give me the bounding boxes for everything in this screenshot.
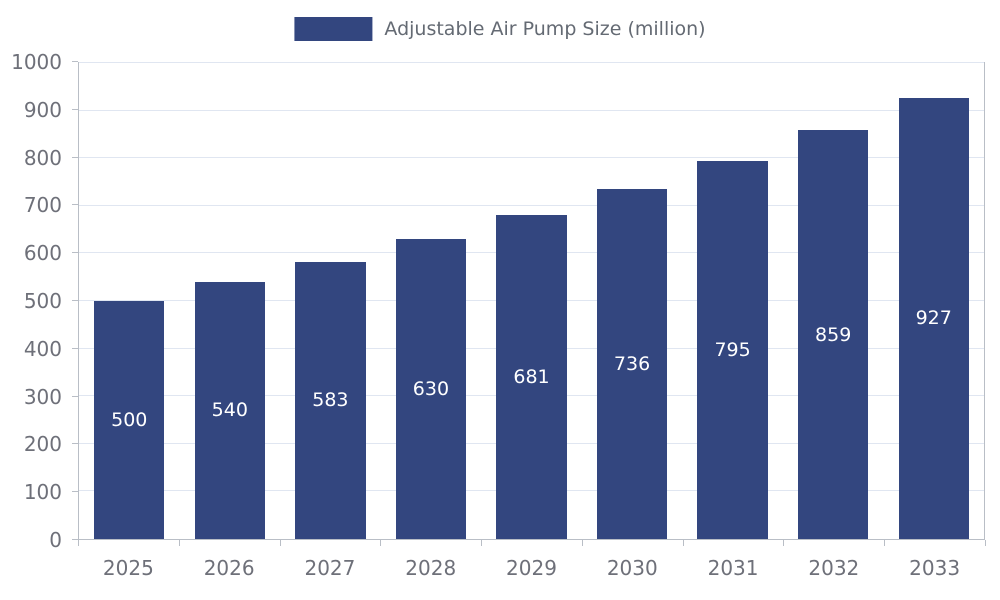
- x-tick-mark: [279, 540, 281, 546]
- legend-label: Adjustable Air Pump Size (million): [384, 18, 706, 40]
- y-tick-mark: [72, 491, 78, 493]
- x-tick-mark: [178, 540, 180, 546]
- bar-value-label: 583: [312, 389, 349, 412]
- gridline: [79, 62, 984, 63]
- x-tick-mark: [985, 540, 986, 546]
- x-tick-mark: [581, 540, 583, 546]
- gridline: [79, 157, 984, 159]
- x-tick-label: 2025: [102, 556, 154, 580]
- y-tick-mark: [72, 252, 78, 254]
- bar: 736: [596, 188, 668, 539]
- bar-value-label: 859: [815, 323, 852, 346]
- y-axis: 0 100 200 300 400 500 600 700 800 900 1000: [0, 50, 78, 552]
- y-tick-label: 400: [23, 336, 62, 361]
- x-tick-label: 2032: [808, 556, 860, 580]
- bar: 859: [797, 130, 869, 539]
- y-tick-label: 300: [23, 384, 62, 409]
- bar-value-label: 500: [111, 409, 148, 431]
- y-tick-mark: [72, 443, 78, 445]
- x-tick-mark: [78, 540, 79, 546]
- x-tick-label: 2031: [707, 556, 759, 580]
- bar-value-label: 795: [714, 338, 751, 361]
- x-tick-label: 2028: [405, 556, 457, 580]
- y-tick-mark: [72, 539, 78, 540]
- y-tick-label: 900: [23, 97, 62, 122]
- bar-value-label: 630: [412, 378, 450, 401]
- x-tick-label: 2029: [506, 556, 557, 580]
- x-tick-mark: [481, 540, 483, 546]
- y-tick-label: 500: [23, 289, 62, 313]
- bar-value-label: 736: [613, 352, 651, 375]
- x-tick-mark: [682, 540, 684, 546]
- y-tick-label: 0: [49, 528, 62, 552]
- x-tick-label: 2033: [909, 556, 961, 580]
- bar-value-label: 540: [211, 399, 248, 422]
- x-tick-mark: [783, 540, 785, 546]
- bar: 927: [898, 97, 969, 539]
- y-tick-label: 700: [23, 193, 62, 218]
- x-axis: 2025 2026 2027 2028 2029 2030 2031 2032 2033: [78, 540, 986, 590]
- x-tick-label: 2027: [304, 556, 356, 580]
- x-tick-label: 2026: [203, 556, 255, 580]
- y-tick-mark: [72, 61, 78, 62]
- bar-value-label: 681: [513, 365, 550, 388]
- y-tick-label: 600: [23, 241, 62, 266]
- y-tick-label: 1000: [11, 50, 62, 74]
- bar: 583: [295, 261, 366, 539]
- plot-area: 500 540 583 630 681 736 795 859 927: [78, 62, 985, 540]
- legend-swatch-icon: [294, 17, 373, 41]
- bar: 500: [94, 301, 165, 539]
- y-tick-mark: [72, 204, 78, 206]
- gridline: [79, 204, 984, 206]
- y-tick-label: 200: [23, 432, 62, 457]
- y-tick-mark: [72, 395, 78, 397]
- y-tick-mark: [72, 300, 78, 301]
- x-tick-label: 2030: [606, 556, 658, 580]
- x-tick-mark: [380, 540, 382, 546]
- y-tick-mark: [72, 347, 78, 349]
- bar: 630: [395, 239, 467, 539]
- y-tick-label: 100: [23, 480, 62, 505]
- y-tick-mark: [72, 108, 78, 110]
- y-tick-mark: [72, 156, 78, 158]
- x-tick-mark: [884, 540, 886, 546]
- bar: 795: [697, 160, 768, 539]
- legend-item[interactable]: Adjustable Air Pump Size (million): [294, 17, 706, 41]
- gridline: [79, 109, 984, 111]
- bar: 540: [194, 281, 265, 539]
- bar-value-label: 927: [915, 307, 952, 330]
- y-tick-label: 800: [23, 145, 62, 170]
- bar: 681: [496, 214, 567, 539]
